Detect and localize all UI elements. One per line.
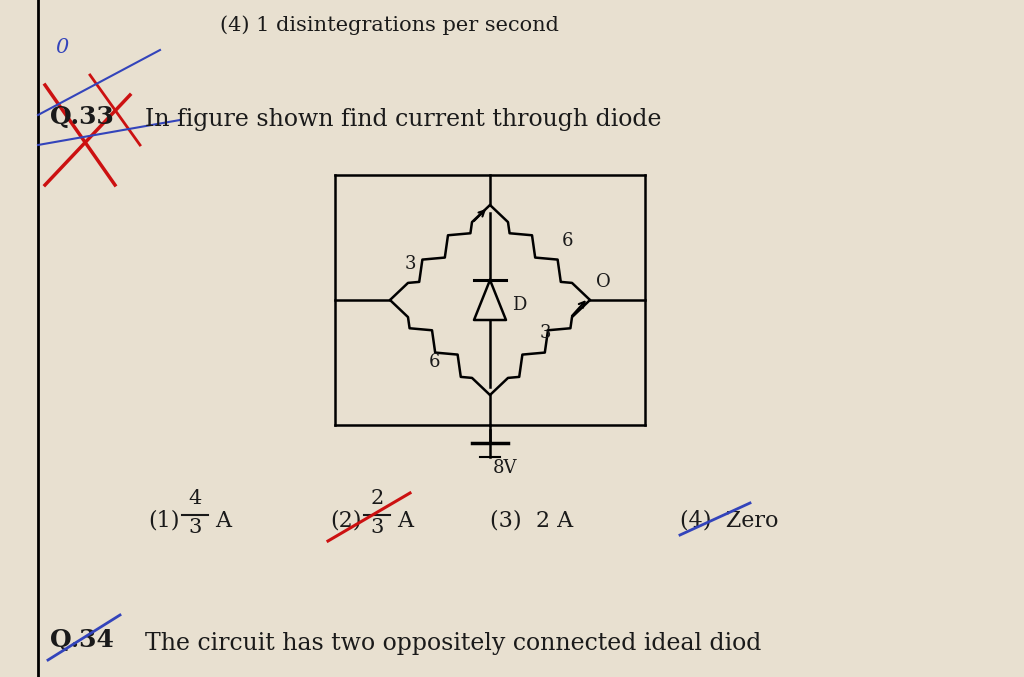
Text: (4) 1 disintegrations per second: (4) 1 disintegrations per second — [220, 15, 559, 35]
Text: 6: 6 — [428, 353, 440, 371]
Text: 3: 3 — [371, 518, 384, 537]
Text: 2: 2 — [371, 489, 384, 508]
Text: 6: 6 — [562, 232, 573, 250]
Text: Q.34: Q.34 — [50, 628, 114, 652]
Text: A: A — [215, 510, 231, 532]
Text: (4)  Zero: (4) Zero — [680, 510, 778, 532]
Text: 3: 3 — [404, 255, 416, 273]
Text: (2): (2) — [330, 510, 361, 532]
Text: 0: 0 — [55, 38, 69, 57]
Text: 3: 3 — [188, 518, 202, 537]
Text: A: A — [397, 510, 413, 532]
Text: 8V: 8V — [493, 459, 517, 477]
Text: The circuit has two oppositely connected ideal diod: The circuit has two oppositely connected… — [145, 632, 762, 655]
Text: 4: 4 — [188, 489, 202, 508]
Text: Q.33: Q.33 — [50, 105, 114, 129]
Text: O: O — [596, 273, 610, 291]
Text: (1): (1) — [148, 510, 179, 532]
Text: D: D — [512, 296, 526, 314]
Text: In figure shown find current through diode: In figure shown find current through dio… — [145, 108, 662, 131]
Text: (3)  2 A: (3) 2 A — [490, 510, 573, 532]
Text: 3: 3 — [540, 324, 552, 343]
